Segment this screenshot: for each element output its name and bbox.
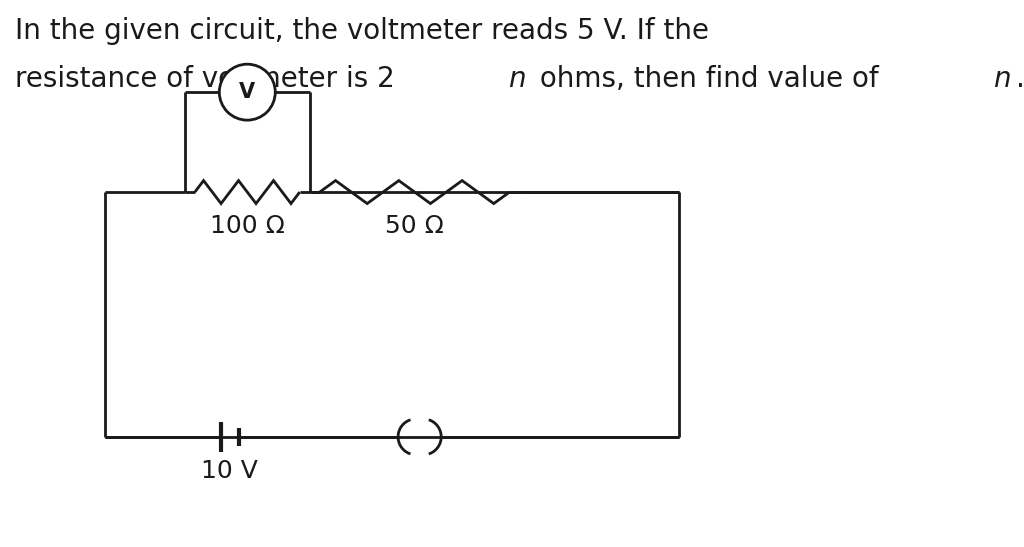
Text: n: n: [993, 65, 1011, 93]
Text: n: n: [508, 65, 525, 93]
Text: 100 Ω: 100 Ω: [210, 214, 285, 238]
Text: ohms, then find value of: ohms, then find value of: [530, 65, 887, 93]
Text: V: V: [240, 82, 255, 102]
Text: resistance of voltmeter is 2: resistance of voltmeter is 2: [15, 65, 394, 93]
Circle shape: [219, 64, 275, 120]
Text: In the given circuit, the voltmeter reads 5 V. If the: In the given circuit, the voltmeter read…: [15, 17, 709, 45]
Text: 10 V: 10 V: [202, 459, 258, 483]
Text: .: .: [1016, 65, 1024, 93]
Text: 50 Ω: 50 Ω: [385, 214, 444, 238]
